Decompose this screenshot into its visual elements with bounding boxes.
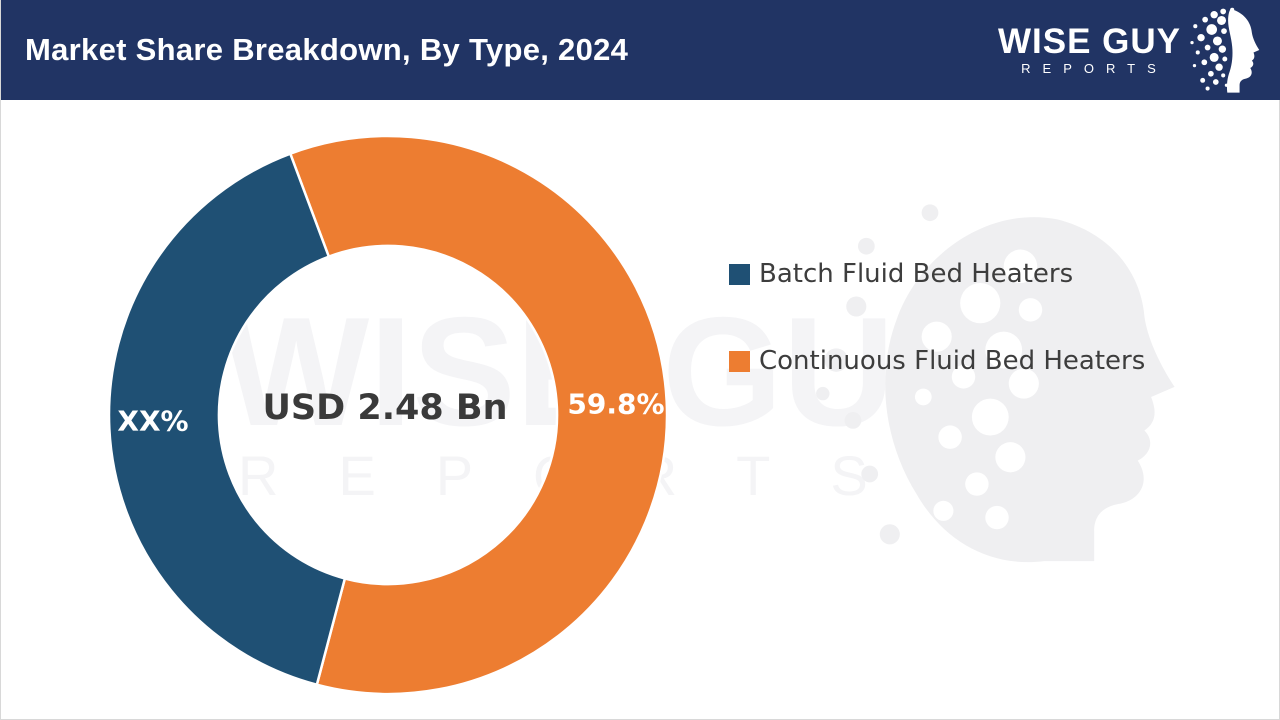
logo-subtitle: REPORTS [1021, 60, 1168, 76]
legend-swatch-continuous [729, 350, 750, 372]
donut-chart [107, 134, 669, 696]
watermark-face [816, 204, 1175, 563]
slice-label-continuous: 59.8% [567, 387, 665, 421]
page-title: Market Share Breakdown, By Type, 2024 [25, 32, 629, 67]
legend-item-continuous: Continuous Fluid Bed Heaters [729, 346, 1145, 376]
legend-item-batch: Batch Fluid Bed Heaters [729, 259, 1145, 289]
logo-wordmark: WISE GUY [997, 22, 1181, 62]
donut-segment-1 [107, 152, 347, 687]
legend-label: Batch Fluid Bed Heaters [759, 259, 1074, 289]
legend-label: Continuous Fluid Bed Heaters [759, 346, 1146, 376]
header-bar: Market Share Breakdown, By Type, 2024 WI… [1, 0, 1280, 100]
slice-label-batch: XX% [117, 404, 189, 438]
legend-swatch-batch [729, 263, 750, 285]
donut-segment-0 [289, 134, 669, 696]
wiseguy-logo: WISE GUY REPORTS [998, 4, 1265, 96]
wiseguy-face-icon [1190, 7, 1260, 93]
wiseguy-logo-text: WISE GUY REPORTS [997, 22, 1181, 76]
chart-legend: Batch Fluid Bed Heaters Continuous Fluid… [729, 259, 1145, 376]
chart-center-value: USD 2.48 Bn [262, 388, 508, 428]
